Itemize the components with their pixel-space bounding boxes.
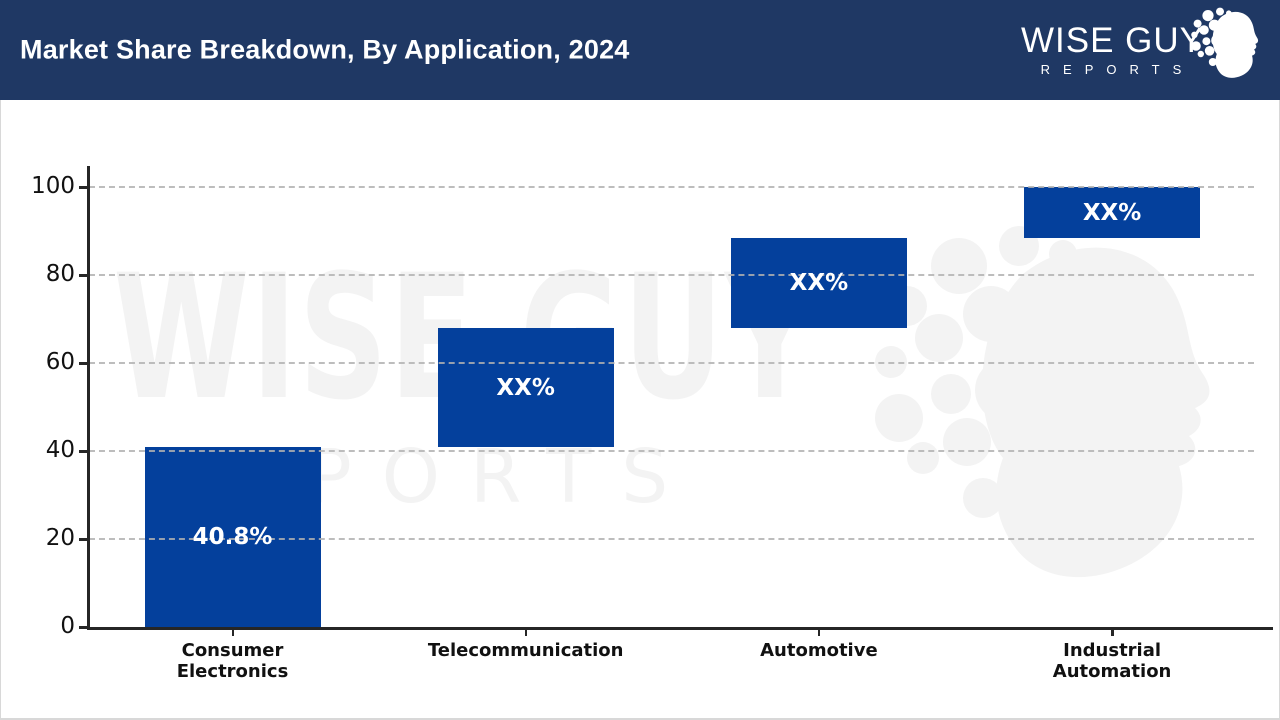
y-tick-label: 80: [45, 260, 75, 287]
logo-subtext: REPORTS: [1040, 62, 1195, 77]
logo-face-icon: [1191, 7, 1259, 78]
y-tick-mark: [79, 450, 89, 453]
y-tick-mark: [79, 626, 89, 629]
x-axis: [87, 627, 1273, 630]
category-label-consumer-electronics: Consumer Electronics: [176, 640, 289, 682]
x-tick-mark: [231, 627, 234, 636]
category-label-industrial-automation: Industrial Automation: [1052, 640, 1172, 682]
logo-wordmark-block: WISE GUY REPORTS: [1021, 23, 1204, 77]
logo-wordmark: WISE GUY: [1020, 21, 1204, 60]
plot-area: 0 20 40 60 80 100 40.8% Consumer Electronics XX% T…: [1, 100, 1279, 718]
category-label-automotive: Automotive: [760, 640, 878, 661]
bar-industrial-automation: [1024, 187, 1201, 239]
y-tick-mark: [79, 538, 89, 541]
gridline-60: [89, 362, 1254, 364]
bar-value-label: XX%: [496, 374, 555, 401]
gridline-20: [89, 538, 1254, 540]
chart-canvas: WISE GUY REPORTS 0 20 40 60 80 100 40.8% Consum…: [0, 100, 1280, 720]
y-axis: [87, 166, 90, 630]
gridline-100: [89, 186, 1254, 188]
bar-consumer-electronics: [144, 447, 321, 627]
category-label-telecommunication: Telecommunication: [427, 640, 624, 661]
y-tick-label: 60: [45, 348, 75, 375]
x-tick-mark: [1111, 627, 1114, 636]
bar-value-label: XX%: [1082, 199, 1142, 226]
x-tick-mark: [817, 627, 821, 636]
bar-value-label: XX%: [789, 269, 849, 296]
bar-telecommunication: [437, 327, 614, 448]
gridline-80: [89, 274, 1254, 276]
y-tick-mark: [79, 274, 89, 277]
gridline-40: [89, 450, 1254, 452]
y-tick-label: 100: [31, 172, 75, 199]
y-tick-mark: [79, 362, 89, 365]
x-tick-mark: [524, 627, 528, 636]
y-tick-label: 40: [45, 436, 75, 463]
y-tick-label: 20: [45, 524, 75, 551]
y-tick-label: 0: [60, 612, 75, 639]
header-bar: Market Share Breakdown, By Application, …: [0, 0, 1280, 100]
brand-logo: WISE GUY REPORTS: [1021, 6, 1268, 94]
chart-title: Market Share Breakdown, By Application, …: [20, 34, 630, 65]
y-tick-mark: [79, 186, 89, 189]
bar-value-label: 40.8%: [192, 524, 273, 551]
bar-automotive: [730, 238, 907, 328]
